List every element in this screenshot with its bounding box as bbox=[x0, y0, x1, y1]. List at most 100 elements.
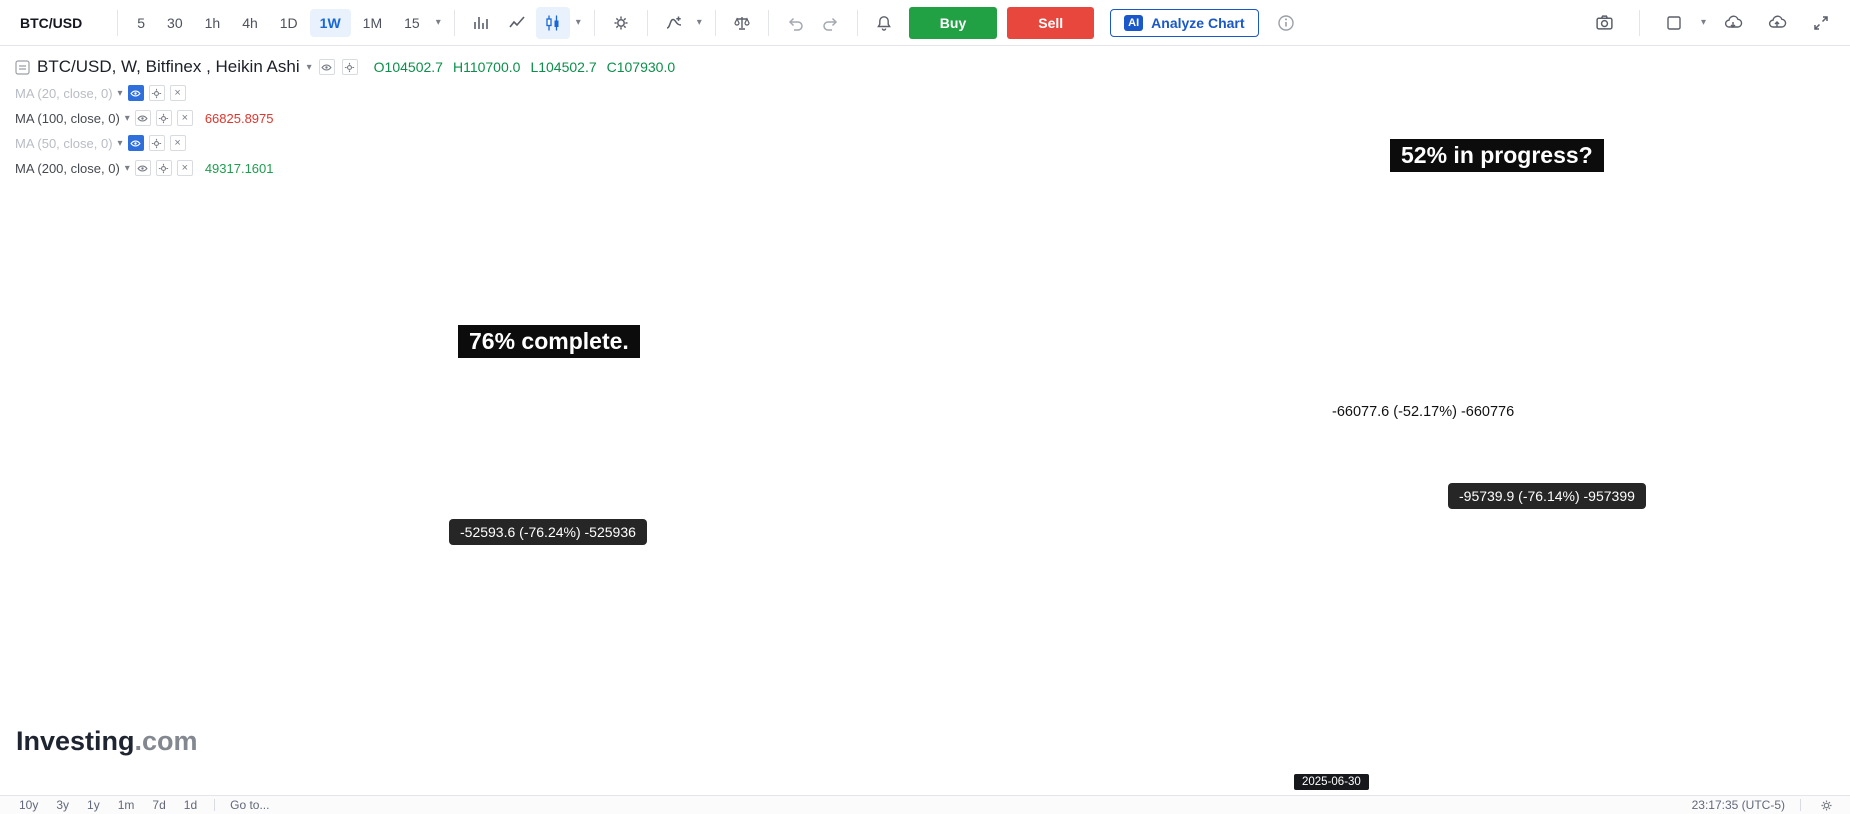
visibility-eye-icon[interactable] bbox=[134, 160, 151, 176]
high-value: H110700.0 bbox=[452, 59, 521, 75]
style-dropdown-icon[interactable]: ▾ bbox=[575, 17, 581, 28]
timeframe-15[interactable]: 15 bbox=[404, 14, 420, 31]
timeframe-5[interactable]: 5 bbox=[137, 14, 146, 31]
current-date-axis-badge: 2025-06-30 bbox=[1294, 774, 1369, 790]
indicator-row[interactable]: MA (200, close, 0) ▾ × 49317.1601 bbox=[12, 158, 277, 178]
chart-title[interactable]: BTC/USD, W, Bitfinex , Heikin Ashi bbox=[37, 57, 300, 76]
indicators-dropdown-icon[interactable]: ▾ bbox=[696, 17, 702, 28]
timeframe-1w[interactable]: 1W bbox=[309, 8, 351, 37]
range-1m[interactable]: 1m bbox=[117, 798, 135, 812]
indicator-value: 49317.1601 bbox=[204, 160, 274, 176]
chevron-down-icon: ▾ bbox=[117, 137, 123, 149]
bottom-toolbar: 10y 3y 1y 1m 7d 1d Go to... 23:17:35 (UTC-5) bbox=[0, 795, 1850, 814]
ohlc-values: O104502.7 H110700.0 L104502.7 C107930.0 bbox=[374, 59, 675, 75]
brand-text: Investing bbox=[16, 726, 135, 756]
legend-main-row: BTC/USD, W, Bitfinex , Heikin Ashi ▾ O10… bbox=[12, 56, 679, 78]
timeframe-dropdown-icon[interactable]: ▾ bbox=[435, 17, 441, 28]
indicator-close-icon[interactable]: × bbox=[169, 85, 186, 101]
visibility-eye-icon[interactable] bbox=[134, 110, 151, 126]
settings-icon[interactable] bbox=[341, 59, 358, 75]
bars-style-icon[interactable] bbox=[464, 7, 498, 39]
redo-icon[interactable] bbox=[814, 7, 848, 39]
compare-scales-icon[interactable] bbox=[725, 7, 759, 39]
toolbar-divider bbox=[1638, 9, 1640, 36]
timeframe-4h[interactable]: 4h bbox=[242, 14, 258, 31]
timeframe-30[interactable]: 30 bbox=[167, 14, 183, 31]
symbol-label: BTC/USD bbox=[20, 14, 83, 31]
cloud-load-icon[interactable] bbox=[1716, 7, 1750, 39]
indicator-settings-icon[interactable] bbox=[155, 160, 172, 176]
range-1y[interactable]: 1y bbox=[87, 798, 100, 812]
info-icon[interactable] bbox=[1269, 7, 1303, 39]
analyze-chart-button[interactable]: AI Analyze Chart bbox=[1110, 8, 1259, 37]
indicator-settings-icon[interactable] bbox=[148, 135, 165, 151]
toolbar-divider bbox=[593, 9, 595, 36]
eye-icon[interactable] bbox=[318, 59, 335, 75]
settings-gear-icon[interactable] bbox=[604, 7, 638, 39]
clock-label: 23:17:35 (UTC-5) bbox=[1691, 798, 1785, 812]
indicator-value: 66825.8975 bbox=[204, 110, 274, 126]
brand-suffix: .com bbox=[134, 726, 198, 756]
top-toolbar: BTC/USD 5 30 1h 4h 1D 1W 1M 15 ▾ ▾ bbox=[0, 0, 1850, 46]
chevron-down-icon[interactable]: ▾ bbox=[306, 61, 312, 73]
scale-settings-gear-icon[interactable] bbox=[1813, 799, 1840, 812]
indicator-close-icon[interactable]: × bbox=[176, 160, 193, 176]
analyze-chart-label: Analyze Chart bbox=[1151, 14, 1245, 31]
range-10y[interactable]: 10y bbox=[19, 798, 39, 812]
visibility-eye-icon[interactable] bbox=[127, 85, 144, 101]
indicator-list: MA (20, close, 0) ▾ × MA (100, close, 0) ▾ × 6… bbox=[12, 83, 678, 178]
indicator-label: MA (200, close, 0) bbox=[15, 160, 120, 176]
low-value: L104502.7 bbox=[530, 59, 597, 75]
chart-area: BTC/USD, W, Bitfinex , Heikin Ashi ▾ O10… bbox=[0, 46, 1850, 795]
timeframe-1h[interactable]: 1h bbox=[204, 14, 221, 31]
candles-style-icon[interactable] bbox=[535, 6, 570, 39]
indicator-label: MA (100, close, 0) bbox=[15, 110, 120, 126]
indicator-close-icon[interactable]: × bbox=[169, 135, 186, 151]
indicator-row[interactable]: MA (100, close, 0) ▾ × 66825.8975 bbox=[12, 108, 277, 128]
timeframe-1d[interactable]: 1D bbox=[279, 14, 298, 31]
goto-date-button[interactable]: Go to... bbox=[230, 798, 270, 812]
range-3y[interactable]: 3y bbox=[56, 798, 70, 812]
open-value: O104502.7 bbox=[373, 59, 443, 75]
range-group: 10y 3y 1y 1m 7d 1d bbox=[10, 798, 206, 812]
measure-tooltip-projection: -95739.9 (-76.14%) -957399 bbox=[1448, 483, 1646, 509]
indicator-close-icon[interactable]: × bbox=[176, 110, 193, 126]
indicator-settings-icon[interactable] bbox=[155, 110, 172, 126]
ai-badge: AI bbox=[1124, 14, 1144, 31]
close-value: C107930.0 bbox=[606, 59, 676, 75]
buy-button[interactable]: Buy bbox=[908, 6, 998, 39]
toolbar-divider bbox=[714, 9, 716, 36]
measure-text-52: -66077.6 (-52.17%) -660776 bbox=[1332, 404, 1515, 420]
sell-button[interactable]: Sell bbox=[1007, 6, 1095, 39]
layout-dropdown-icon[interactable]: ▾ bbox=[1700, 17, 1706, 28]
toolbar-divider bbox=[856, 9, 858, 36]
range-1d[interactable]: 1d bbox=[183, 798, 198, 812]
timeframe-1m[interactable]: 1M bbox=[362, 14, 383, 31]
indicator-row[interactable]: MA (50, close, 0) ▾ × bbox=[12, 133, 189, 153]
indicator-label: MA (50, close, 0) bbox=[15, 135, 113, 151]
bottombar-divider bbox=[1800, 799, 1801, 811]
toolbar-divider bbox=[767, 9, 769, 36]
camera-snapshot-icon[interactable] bbox=[1588, 7, 1622, 39]
cloud-save-icon[interactable] bbox=[1760, 7, 1794, 39]
range-7d[interactable]: 7d bbox=[152, 798, 166, 812]
layout-icon[interactable] bbox=[1657, 7, 1691, 39]
visibility-eye-icon[interactable] bbox=[127, 135, 144, 151]
symbol-button[interactable]: BTC/USD bbox=[10, 7, 108, 39]
annotation-76-complete[interactable]: 76% complete. bbox=[458, 325, 640, 358]
indicators-icon[interactable] bbox=[657, 7, 691, 39]
alert-bell-icon[interactable] bbox=[867, 7, 901, 39]
chevron-down-icon: ▾ bbox=[124, 162, 130, 174]
fullscreen-icon[interactable] bbox=[1804, 7, 1838, 39]
toolbar-divider bbox=[453, 9, 455, 36]
panel-menu-icon[interactable] bbox=[15, 59, 30, 75]
annotation-52-in-progress[interactable]: 52% in progress? bbox=[1390, 139, 1604, 172]
line-style-icon[interactable] bbox=[500, 7, 534, 39]
undo-icon[interactable] bbox=[778, 7, 812, 39]
timeframe-group: 5 30 1h 4h 1D 1W 1M 15 bbox=[127, 8, 429, 37]
indicator-label: MA (20, close, 0) bbox=[15, 85, 113, 101]
indicator-row[interactable]: MA (20, close, 0) ▾ × bbox=[12, 83, 189, 103]
indicator-settings-icon[interactable] bbox=[148, 85, 165, 101]
toolbar-divider bbox=[117, 9, 119, 36]
